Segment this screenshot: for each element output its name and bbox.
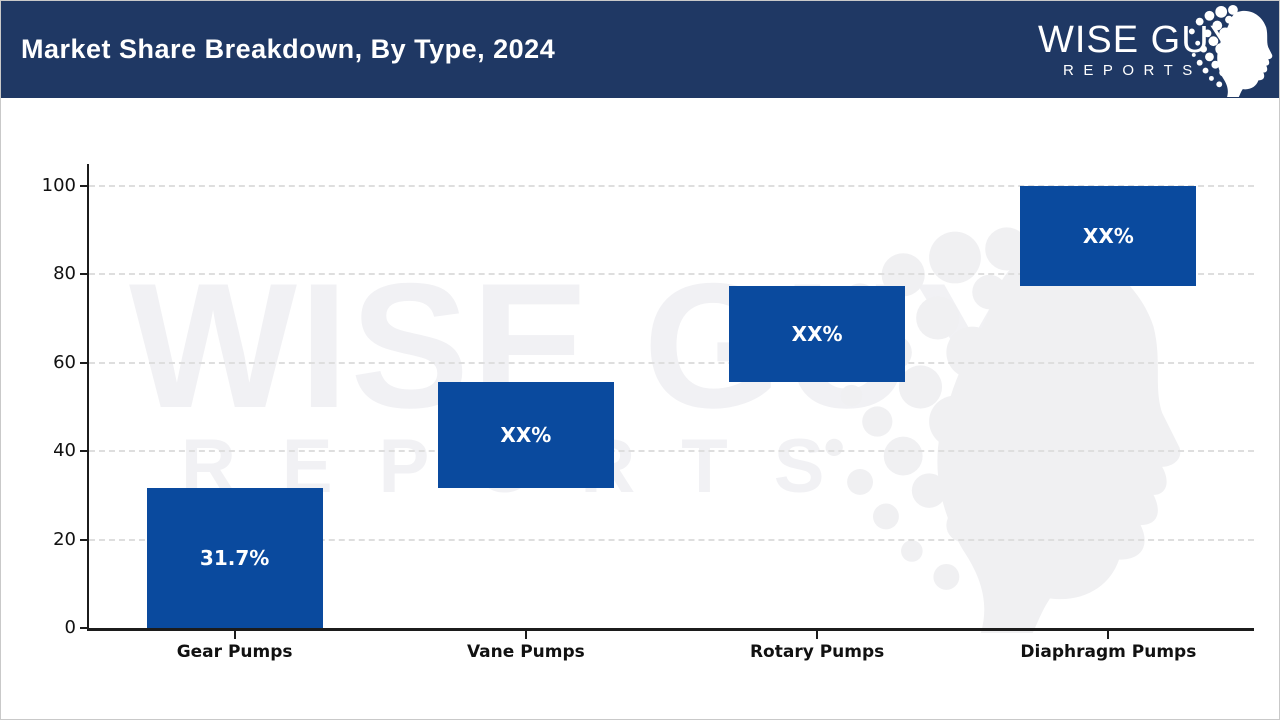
- y-axis-tick: [80, 627, 89, 629]
- gridline: [89, 273, 1254, 276]
- brand-dotted-head-icon: [1188, 4, 1273, 97]
- gridline: [89, 538, 1254, 541]
- x-axis-category-label: Gear Pumps: [176, 642, 293, 662]
- x-axis-tick: [1107, 631, 1110, 639]
- page-title: Market Share Breakdown, By Type, 2024: [21, 34, 556, 64]
- x-axis-category-label: Rotary Pumps: [749, 642, 885, 662]
- waterfall-bar-segment: XX%: [1020, 186, 1197, 287]
- waterfall-bar-segment: XX%: [729, 286, 906, 383]
- gridline: [89, 450, 1254, 453]
- bar-value-label: 31.7%: [199, 545, 270, 570]
- x-axis-tick: [816, 631, 819, 639]
- x-axis-category-label: Vane Pumps: [466, 642, 585, 662]
- y-axis-tick: [80, 450, 89, 453]
- gridline: [89, 361, 1254, 364]
- x-axis-category-label: Diaphragm Pumps: [1020, 642, 1197, 662]
- brand-subtitle: REPORTS: [1063, 62, 1202, 79]
- y-axis-tick-label: 40: [53, 440, 76, 462]
- y-axis-tick: [80, 538, 89, 541]
- y-axis-tick-label: 60: [53, 351, 76, 373]
- x-axis-tick: [233, 631, 236, 639]
- waterfall-bar-segment: 31.7%: [146, 487, 323, 628]
- gridline: [89, 185, 1254, 187]
- y-axis-tick-label: 0: [64, 617, 76, 638]
- y-axis-tick: [80, 361, 89, 364]
- y-axis-tick: [80, 273, 89, 276]
- y-axis-tick: [80, 185, 89, 187]
- waterfall-bar-segment: XX%: [437, 382, 614, 488]
- y-axis-tick-label: 20: [53, 528, 76, 550]
- y-axis-tick-label: 80: [53, 263, 76, 285]
- y-axis-tick-label: 100: [41, 175, 76, 196]
- y-axis-spine: [87, 164, 89, 631]
- bar-value-label: XX%: [500, 423, 552, 448]
- bar-value-label: XX%: [1082, 224, 1134, 249]
- watermark-dotted-head-icon: [812, 227, 1181, 633]
- header: Market Share Breakdown, By Type, 2024 WI…: [1, 1, 1279, 98]
- brand-wordmark: WISE GUY: [1038, 19, 1237, 61]
- x-axis-line: [87, 628, 1254, 631]
- bar-value-label: XX%: [791, 322, 843, 347]
- x-axis-tick: [524, 631, 527, 639]
